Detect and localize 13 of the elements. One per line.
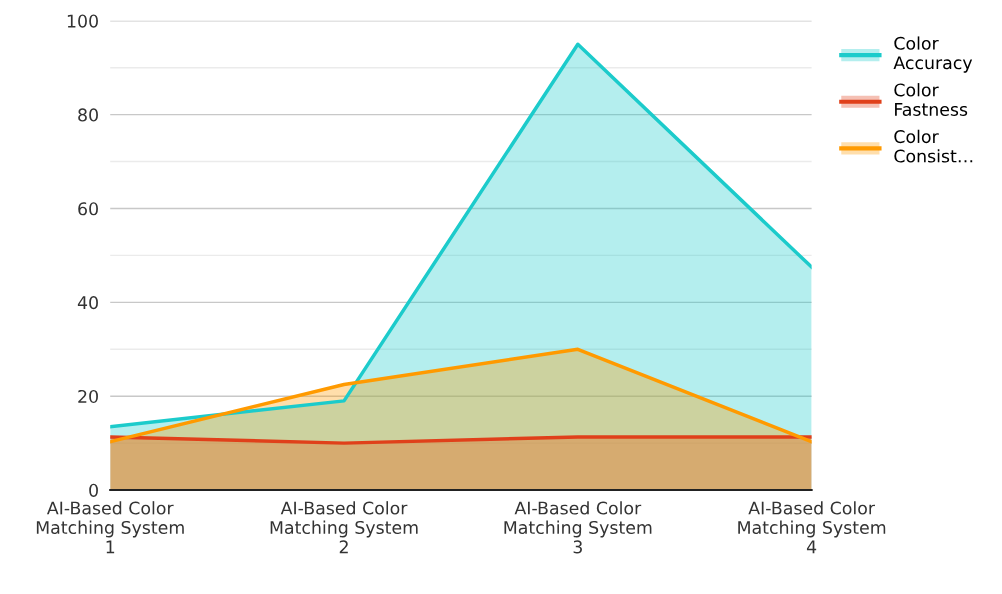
legend-label: Color Accuracy: [893, 36, 973, 73]
y-tick-label: 20: [78, 389, 98, 404]
legend-label: Color Fastness: [894, 83, 968, 116]
y-tick-label: 80: [78, 108, 98, 122]
y-tick-label: 60: [78, 202, 98, 216]
x-tick-label: AI-Based Color Matching System 4: [738, 501, 886, 554]
y-tick-label: 0: [89, 483, 98, 497]
x-tick-label: AI-Based Color Matching System 3: [504, 501, 652, 554]
x-tick-label: AI-Based Color Matching System 2: [270, 501, 418, 554]
legend-label: Color Consist…: [894, 129, 973, 163]
y-tick-label: 40: [77, 296, 98, 310]
y-tick-label: 100: [67, 14, 98, 28]
x-tick-label: AI-Based Color Matching System 1: [36, 501, 184, 554]
